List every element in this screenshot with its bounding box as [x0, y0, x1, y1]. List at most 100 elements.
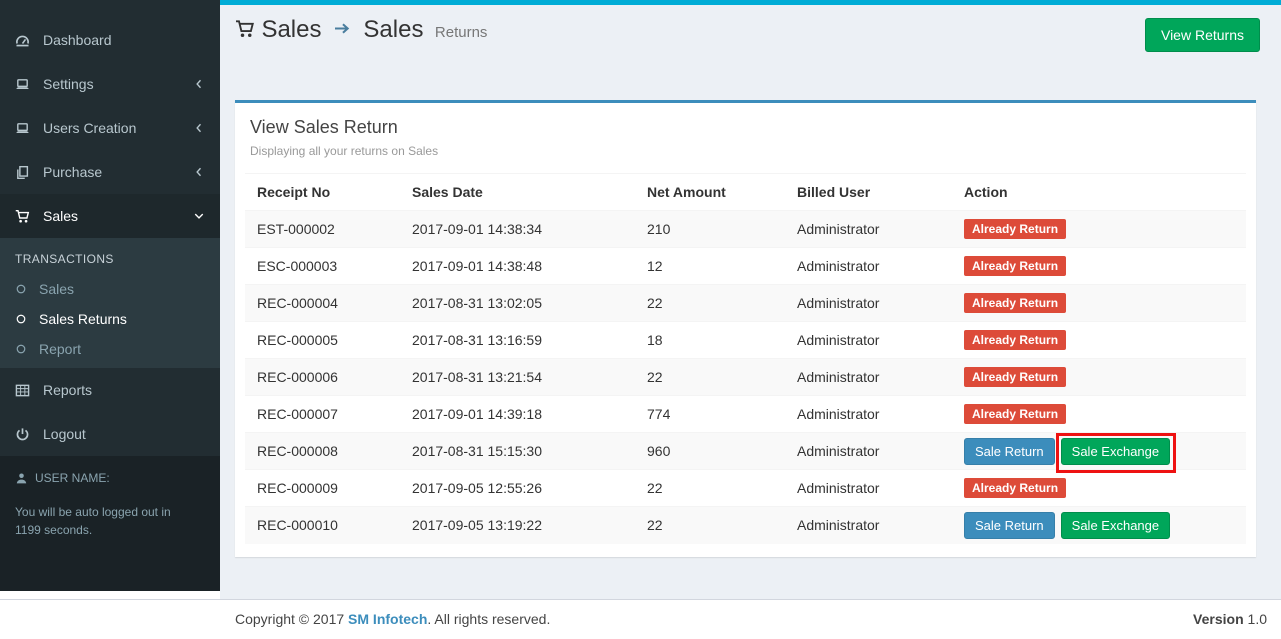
- sidebar-subitem-label: Sales Returns: [39, 311, 127, 327]
- copyright: Copyright © 2017 SM Infotech. All rights…: [235, 611, 550, 627]
- sidebar-subitem-label: Report: [39, 341, 82, 357]
- circle-icon: [15, 313, 32, 325]
- sidebar-section-header: TRANSACTIONS: [15, 252, 114, 266]
- already-return-badge: Already Return: [964, 256, 1067, 276]
- cell-net-amount: 22: [647, 480, 663, 496]
- cell-receipt-no: REC-000004: [257, 295, 338, 311]
- cell-net-amount: 774: [647, 406, 671, 422]
- view-returns-button[interactable]: View Returns: [1144, 18, 1260, 52]
- sidebar-subitem-sales[interactable]: Sales: [0, 274, 220, 304]
- cell-billed-user: Administrator: [797, 406, 880, 422]
- cell-receipt-no: REC-000009: [257, 480, 338, 496]
- cell-receipt-no: ESC-000003: [257, 258, 338, 274]
- column-header-sales-date: Sales Date: [400, 173, 635, 211]
- table-row: REC-000007 2017-09-01 14:39:18 774 Administ…: [245, 395, 1246, 433]
- sales-returns-table: Receipt No Sales Date Net Amount Billed Use…: [245, 173, 1246, 544]
- table-header-row: Receipt No Sales Date Net Amount Billed Use…: [245, 173, 1246, 211]
- sidebar-subitem-report[interactable]: Report: [0, 334, 220, 364]
- cell-sales-date: 2017-09-01 14:38:34: [412, 221, 542, 237]
- cell-sales-date: 2017-08-31 13:16:59: [412, 332, 542, 348]
- column-header-net-amount: Net Amount: [635, 173, 785, 211]
- cell-net-amount: 18: [647, 332, 663, 348]
- table-row: REC-000006 2017-08-31 13:21:54 22 Administr…: [245, 358, 1246, 396]
- cart-icon: [235, 19, 255, 44]
- page-subtitle-small: Returns: [434, 24, 488, 41]
- cell-action: Already Return: [952, 211, 1246, 248]
- sidebar-item-label: Purchase: [43, 164, 103, 180]
- cell-action: Already Return: [952, 248, 1246, 285]
- sale-return-button[interactable]: Sale Return: [964, 511, 1055, 539]
- table-row: REC-000004 2017-08-31 13:02:05 22 Administr…: [245, 284, 1246, 322]
- sidebar-submenu-list: Sales Sales Returns Report: [0, 274, 220, 364]
- sale-return-button[interactable]: Sale Return: [964, 437, 1055, 465]
- cell-sales-date: 2017-08-31 15:15:30: [412, 443, 542, 459]
- already-return-badge: Already Return: [964, 330, 1067, 350]
- card-title: View Sales Return: [250, 117, 398, 137]
- chevron-left-icon: [193, 166, 205, 178]
- sidebar-item-label: Sales: [43, 208, 79, 224]
- sidebar: Dashboard Settings Users Creation Purchase S…: [0, 0, 220, 591]
- cell-billed-user: Administrator: [797, 221, 880, 237]
- table-body: EST-000002 2017-09-01 14:38:34 210 Administ…: [245, 210, 1246, 544]
- sidebar-nav-bottom: Reports Logout: [0, 368, 220, 456]
- already-return-badge: Already Return: [964, 293, 1067, 313]
- cell-billed-user: Administrator: [797, 295, 880, 311]
- sidebar-item-dashboard[interactable]: Dashboard: [0, 18, 220, 62]
- sidebar-subitem-sales-returns[interactable]: Sales Returns: [0, 304, 220, 334]
- cell-sales-date: 2017-08-31 13:21:54: [412, 369, 542, 385]
- cell-sales-date: 2017-09-01 14:39:18: [412, 406, 542, 422]
- sidebar-item-logout[interactable]: Logout: [0, 412, 220, 456]
- page-header: Sales Sales Returns View Returns: [235, 16, 1281, 68]
- cell-sales-date: 2017-08-31 13:02:05: [412, 295, 542, 311]
- sale-exchange-button[interactable]: Sale Exchange: [1060, 511, 1171, 539]
- sidebar-item-users-creation[interactable]: Users Creation: [0, 106, 220, 150]
- user-panel: USER NAME: You will be auto logged out i…: [0, 456, 220, 591]
- table-icon: [15, 382, 34, 398]
- circle-icon: [15, 283, 32, 295]
- cell-action: Sale Return Sale Exchange: [952, 507, 1246, 544]
- sidebar-submenu: TRANSACTIONS Sales Sales Returns Report: [0, 238, 220, 368]
- cell-billed-user: Administrator: [797, 517, 880, 534]
- page-subtitle: Sales: [363, 16, 424, 43]
- cell-receipt-no: REC-000007: [257, 406, 338, 422]
- user-name-row: USER NAME:: [15, 471, 205, 485]
- sidebar-item-purchase[interactable]: Purchase: [0, 150, 220, 194]
- footer: Copyright © 2017 SM Infotech. All rights…: [0, 599, 1281, 639]
- cart-icon: [15, 208, 34, 224]
- column-header-action: Action: [952, 173, 1246, 211]
- page-title: Sales: [261, 16, 322, 43]
- table-row: REC-000009 2017-09-05 12:55:26 22 Administr…: [245, 469, 1246, 507]
- sidebar-item-settings[interactable]: Settings: [0, 62, 220, 106]
- sale-exchange-button[interactable]: Sale Exchange: [1060, 437, 1171, 465]
- brand-link[interactable]: SM Infotech: [348, 611, 428, 627]
- circle-icon: [15, 343, 32, 355]
- sidebar-item-label: Dashboard: [43, 32, 112, 48]
- sidebar-item-sales[interactable]: Sales: [0, 194, 220, 238]
- version-value: 1.0: [1247, 611, 1267, 627]
- cell-receipt-no: REC-000008: [257, 443, 338, 459]
- cell-action: Already Return: [952, 470, 1246, 507]
- sidebar-nav: Dashboard Settings Users Creation Purchase S…: [0, 0, 220, 238]
- cell-sales-date: 2017-09-05 12:55:26: [412, 480, 542, 496]
- user-name-label: USER NAME:: [35, 471, 110, 485]
- sidebar-item-label: Users Creation: [43, 120, 137, 136]
- cell-action: Already Return: [952, 322, 1246, 359]
- dashboard-icon: [15, 32, 34, 48]
- cell-billed-user: Administrator: [797, 258, 880, 274]
- chevron-down-icon: [193, 210, 205, 222]
- power-icon: [15, 426, 34, 442]
- column-header-receipt-no: Receipt No: [245, 173, 400, 211]
- copyright-suffix: . All rights reserved.: [427, 611, 551, 627]
- cell-receipt-no: REC-000006: [257, 369, 338, 385]
- cell-sales-date: 2017-09-01 14:38:48: [412, 258, 542, 274]
- cell-action: Already Return: [952, 285, 1246, 322]
- cell-receipt-no: REC-000010: [257, 517, 338, 534]
- laptop-icon: [15, 76, 34, 92]
- sales-return-card: View Sales Return Displaying all your re…: [235, 100, 1256, 557]
- already-return-badge: Already Return: [964, 367, 1067, 387]
- sidebar-item-label: Reports: [43, 382, 93, 398]
- red-highlight-box: Sale Exchange: [1055, 432, 1177, 473]
- table-row: EST-000002 2017-09-01 14:38:34 210 Administ…: [245, 210, 1246, 248]
- sidebar-item-reports[interactable]: Reports: [0, 368, 220, 412]
